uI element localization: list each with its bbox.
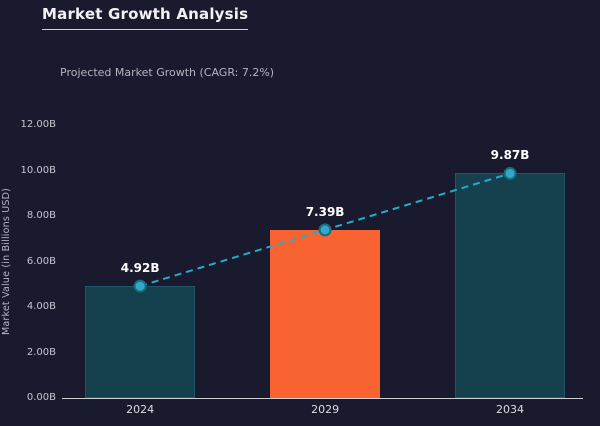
value-label: 7.39B xyxy=(305,204,345,219)
bar-2034 xyxy=(455,173,566,398)
chart-title: Market Growth Analysis xyxy=(42,5,249,30)
y-tick-label: 8.00B xyxy=(26,210,56,221)
y-tick-label: 6.00B xyxy=(26,255,56,267)
y-tick-label: 4.00B xyxy=(26,301,56,312)
y-tick-label: 10.00B xyxy=(20,164,57,176)
chart-subtitle: Projected Market Growth (CAGR: 7.2%) xyxy=(60,66,275,79)
value-label: 9.87B xyxy=(490,148,530,163)
value-label: 4.92B xyxy=(120,261,160,276)
x-tick-label-2034: 2034 xyxy=(496,403,525,416)
plot-area: 4.92B 7.39B 9.87B xyxy=(62,125,583,399)
y-tick-label: 12.00B xyxy=(20,119,57,130)
y-tick-label: 2.00B xyxy=(26,346,56,358)
x-tick-label-2029: 2029 xyxy=(311,403,340,416)
x-tick-label-2024: 2024 xyxy=(126,403,155,416)
y-tick-label: 0.00B xyxy=(26,392,56,403)
bar-2024 xyxy=(85,286,196,398)
bar-2029 xyxy=(270,229,381,398)
